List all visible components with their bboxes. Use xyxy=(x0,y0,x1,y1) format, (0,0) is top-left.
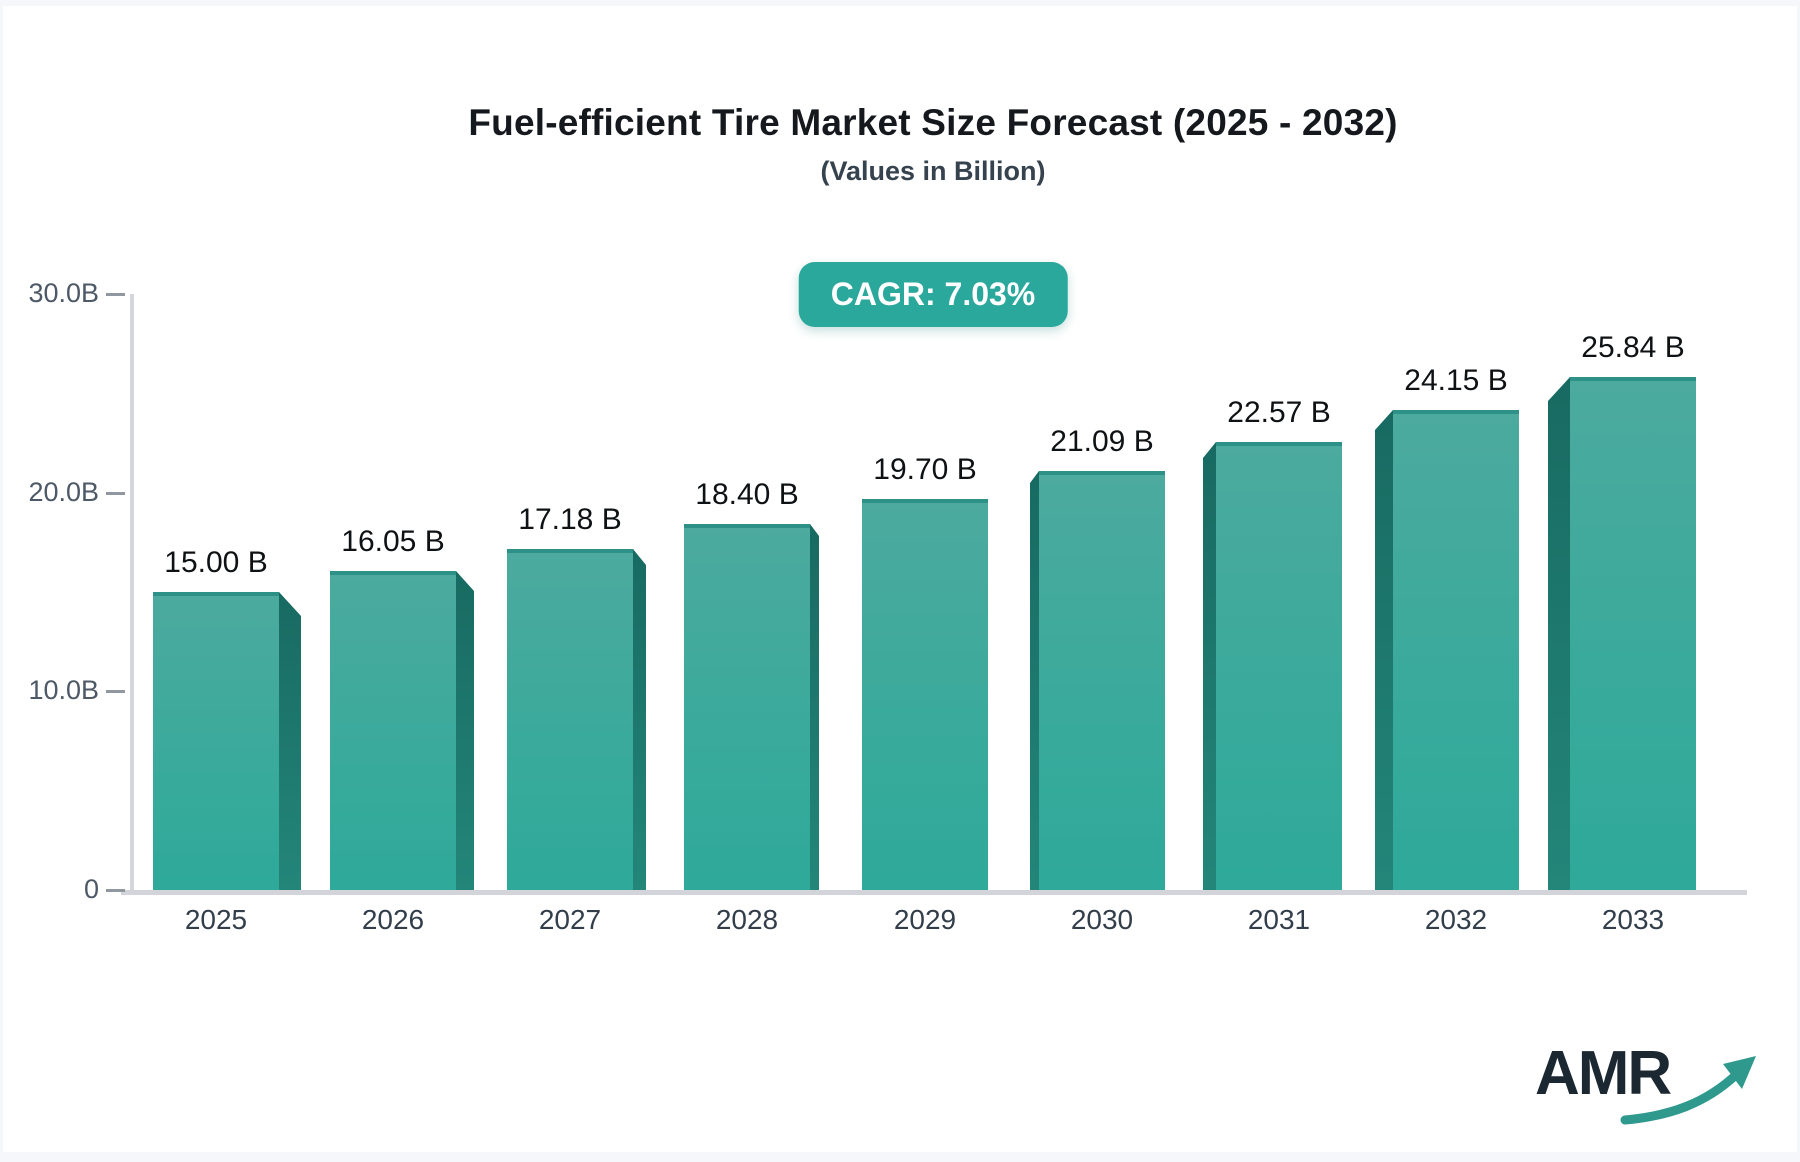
bar-front-face xyxy=(1393,410,1519,890)
bar-side-face xyxy=(1548,377,1570,890)
chart-card: Fuel-efficient Tire Market Size Forecast… xyxy=(3,6,1797,1152)
bar-front-face xyxy=(1039,471,1165,890)
bar-front-face xyxy=(1216,442,1342,890)
x-axis-baseline xyxy=(121,890,1747,895)
bar-side-face xyxy=(1030,471,1039,890)
bar-front-face xyxy=(1570,377,1696,890)
bar-2032 xyxy=(1393,410,1519,890)
amr-logo: AMR xyxy=(1535,1038,1775,1128)
bar-side-face xyxy=(456,571,474,890)
trend-arrow-icon xyxy=(1617,1052,1777,1128)
y-axis-line xyxy=(130,294,134,892)
bar-value-label: 25.84 B xyxy=(1503,331,1763,365)
bar-2025 xyxy=(153,592,279,890)
y-axis-tick-mark xyxy=(106,889,125,892)
y-axis-tick-label: 20.0B xyxy=(11,479,99,506)
y-axis-tick-label: 30.0B xyxy=(11,280,99,307)
bar-2030 xyxy=(1039,471,1165,890)
bar-side-face xyxy=(279,592,301,890)
y-axis-tick-mark xyxy=(106,492,125,495)
bar-2029 xyxy=(862,499,988,890)
bar-front-face xyxy=(330,571,456,890)
bar-side-face xyxy=(633,549,646,890)
bar-side-face xyxy=(1203,442,1216,890)
x-axis-label: 2033 xyxy=(1503,904,1763,936)
bar-front-face xyxy=(507,549,633,890)
bar-2031 xyxy=(1216,442,1342,890)
bar-front-face xyxy=(684,524,810,890)
bar-2028 xyxy=(684,524,810,890)
bar-front-face xyxy=(153,592,279,890)
bar-side-face xyxy=(1375,410,1393,890)
y-axis-tick-mark xyxy=(106,690,125,693)
bar-value-label: 21.09 B xyxy=(972,425,1232,459)
y-axis-tick-mark xyxy=(106,293,125,296)
bar-2026 xyxy=(330,571,456,890)
bar-2027 xyxy=(507,549,633,890)
y-axis-tick-label: 10.0B xyxy=(11,677,99,704)
bar-front-face xyxy=(862,499,988,890)
bar-2033 xyxy=(1570,377,1696,890)
bar-side-face xyxy=(810,524,819,890)
bar-value-label: 22.57 B xyxy=(1149,396,1409,430)
y-axis-tick-label: 0 xyxy=(11,876,99,903)
bar-value-label: 24.15 B xyxy=(1326,364,1586,398)
